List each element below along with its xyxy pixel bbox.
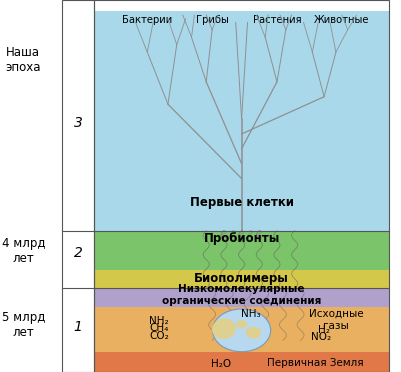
Text: NO₂: NO₂ (311, 333, 331, 342)
Bar (62, 0, 94, 372)
Text: Пробионты: Пробионты (203, 232, 280, 244)
Text: 5 млрд
лет: 5 млрд лет (2, 311, 45, 340)
Text: CH₄: CH₄ (150, 323, 169, 333)
Text: Наша
эпоха: Наша эпоха (6, 45, 41, 74)
Bar (94, 288, 389, 307)
Bar (62, 0, 94, 372)
Bar (94, 307, 389, 352)
Ellipse shape (246, 327, 261, 339)
Text: H₂: H₂ (318, 325, 330, 335)
Text: CO₂: CO₂ (149, 331, 169, 340)
Text: Первичная Земля: Первичная Земля (267, 358, 364, 368)
Bar (94, 231, 389, 270)
Bar (94, 352, 389, 372)
Text: 4 млрд
лет: 4 млрд лет (2, 237, 45, 265)
Text: NH₃: NH₃ (241, 310, 260, 319)
Bar (94, 270, 389, 288)
Text: H₂O: H₂O (211, 359, 231, 369)
Text: Низкомолекулярные
органические соединения: Низкомолекулярные органические соединени… (162, 284, 321, 306)
Bar (94, 0, 389, 372)
Ellipse shape (212, 318, 236, 339)
Ellipse shape (213, 309, 271, 352)
Text: Животные: Животные (314, 16, 370, 25)
Text: Бактерии: Бактерии (122, 16, 172, 25)
Text: Биополимеры: Биополимеры (194, 272, 289, 285)
Text: NH₂: NH₂ (149, 316, 169, 326)
Text: Первые клетки: Первые клетки (190, 196, 294, 209)
Text: Грибы: Грибы (196, 16, 229, 25)
Text: 2: 2 (74, 246, 83, 260)
Bar (94, 11, 389, 231)
Ellipse shape (236, 320, 247, 328)
Text: 1: 1 (74, 320, 83, 334)
Text: 3: 3 (74, 116, 83, 130)
Text: Исходные
газы: Исходные газы (309, 309, 363, 331)
Text: Растения: Растения (253, 16, 301, 25)
